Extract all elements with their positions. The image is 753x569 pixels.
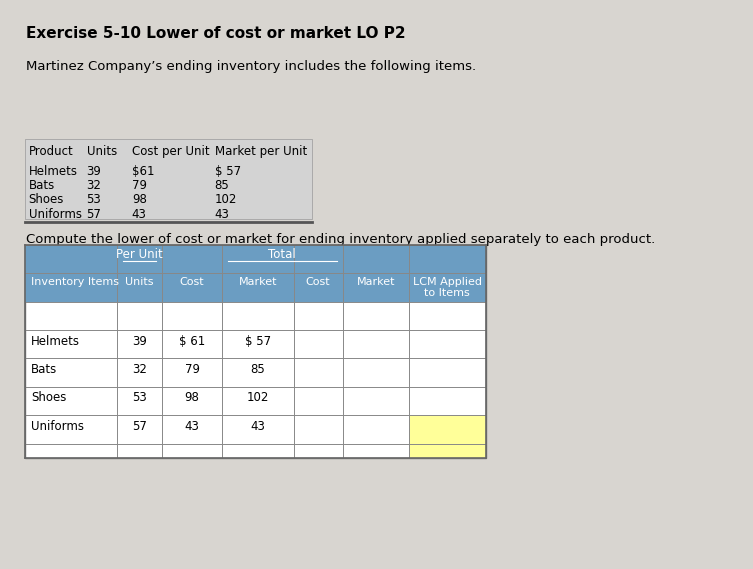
- Text: 98: 98: [132, 193, 147, 207]
- Text: 85: 85: [251, 363, 265, 376]
- Text: 57: 57: [87, 208, 102, 221]
- Bar: [25, 245, 486, 302]
- Bar: [25, 139, 312, 219]
- Text: Total: Total: [269, 248, 296, 261]
- Text: Bats: Bats: [31, 363, 57, 376]
- Text: 39: 39: [87, 165, 102, 178]
- Text: Shoes: Shoes: [31, 391, 66, 405]
- Text: $ 57: $ 57: [245, 335, 271, 348]
- Text: 43: 43: [251, 420, 265, 433]
- Text: Helmets: Helmets: [31, 335, 80, 348]
- Text: Bats: Bats: [29, 179, 55, 192]
- Text: Per Unit: Per Unit: [116, 248, 163, 261]
- Text: 43: 43: [132, 208, 147, 221]
- Text: 85: 85: [215, 179, 230, 192]
- Text: Uniforms: Uniforms: [29, 208, 81, 221]
- Text: 32: 32: [132, 363, 147, 376]
- Text: 102: 102: [247, 391, 269, 405]
- Text: 57: 57: [132, 420, 147, 433]
- Text: $ 57: $ 57: [215, 165, 241, 178]
- Text: 102: 102: [215, 193, 237, 207]
- Text: Units: Units: [125, 277, 154, 287]
- Text: 53: 53: [132, 391, 147, 405]
- Text: 32: 32: [87, 179, 102, 192]
- Text: LCM Applied
to Items: LCM Applied to Items: [413, 277, 482, 298]
- Text: Market: Market: [356, 277, 395, 287]
- Text: Market: Market: [239, 277, 277, 287]
- Text: $ 61: $ 61: [179, 335, 205, 348]
- Text: Compute the lower of cost or market for ending inventory applied separately to e: Compute the lower of cost or market for …: [26, 233, 656, 246]
- Text: Inventory Items: Inventory Items: [31, 277, 119, 287]
- Text: Cost per Unit: Cost per Unit: [132, 145, 209, 158]
- Text: 79: 79: [132, 179, 147, 192]
- Bar: [25, 245, 486, 458]
- Text: 53: 53: [87, 193, 102, 207]
- Text: Cost: Cost: [180, 277, 204, 287]
- Bar: [409, 415, 486, 458]
- Text: Martinez Company’s ending inventory includes the following items.: Martinez Company’s ending inventory incl…: [26, 60, 477, 73]
- Text: Helmets: Helmets: [29, 165, 78, 178]
- Text: $61: $61: [132, 165, 154, 178]
- Text: Units: Units: [87, 145, 117, 158]
- Text: 39: 39: [132, 335, 147, 348]
- Text: Shoes: Shoes: [29, 193, 64, 207]
- Text: Exercise 5-10 Lower of cost or market LO P2: Exercise 5-10 Lower of cost or market LO…: [26, 26, 406, 40]
- Text: Market per Unit: Market per Unit: [215, 145, 307, 158]
- Text: 43: 43: [215, 208, 230, 221]
- Text: 98: 98: [184, 391, 200, 405]
- Text: 79: 79: [184, 363, 200, 376]
- Text: Product: Product: [29, 145, 73, 158]
- Text: Cost: Cost: [306, 277, 331, 287]
- Text: Uniforms: Uniforms: [31, 420, 84, 433]
- Text: 43: 43: [184, 420, 200, 433]
